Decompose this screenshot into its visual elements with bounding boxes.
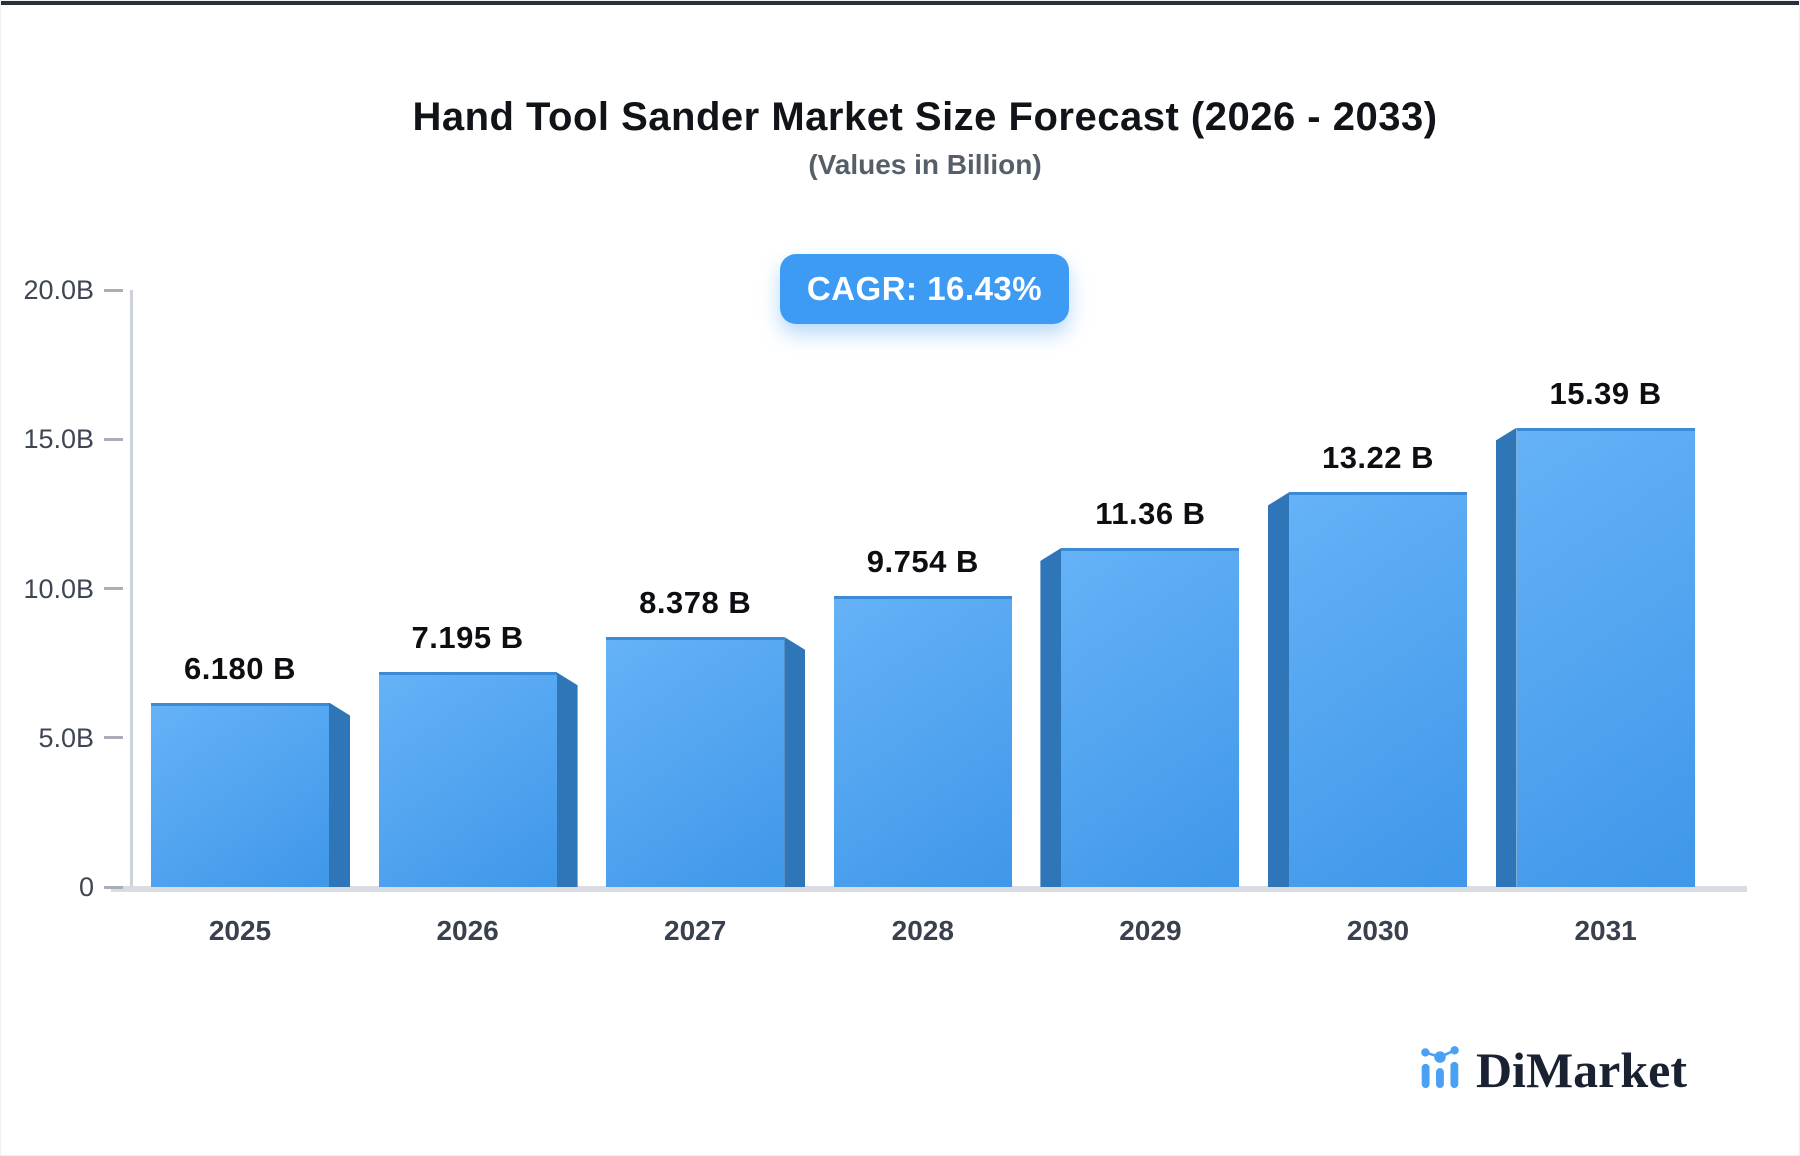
bar-2029-value-label: 11.36 B bbox=[1095, 495, 1206, 531]
y-tick-0 bbox=[104, 885, 123, 889]
y-tick-label-0: 0 bbox=[78, 872, 94, 902]
y-tick-label-10.0B: 10.0B bbox=[23, 573, 94, 604]
chart-title: Hand Tool Sander Market Size Forecast (2… bbox=[412, 95, 1438, 139]
y-tick-label-5.0B: 5.0B bbox=[38, 722, 94, 753]
x-axis-label-2027: 2027 bbox=[664, 915, 727, 946]
bar-2026-value-label: 7.195 B bbox=[411, 620, 524, 656]
x-axis-label-2031: 2031 bbox=[1574, 915, 1637, 946]
x-axis-label-2025: 2025 bbox=[208, 915, 272, 946]
bar-2031-face bbox=[1516, 427, 1695, 887]
y-tick-5.0B bbox=[104, 736, 123, 740]
bar-2027-side-3d bbox=[784, 636, 806, 887]
bar-2025-value-label: 6.180 B bbox=[183, 650, 297, 686]
chart-subtitle: (Values in Billion) bbox=[808, 149, 1042, 180]
bar-2029-face bbox=[1061, 547, 1240, 887]
x-axis-label-2030: 2030 bbox=[1346, 915, 1410, 946]
x-axis-label-2026: 2026 bbox=[436, 915, 499, 946]
bar-2029-side-3d bbox=[1040, 547, 1062, 887]
y-tick-15.0B bbox=[104, 437, 123, 441]
bar-2031-value-label: 15.39 B bbox=[1549, 375, 1662, 411]
window-top-edge bbox=[1, 1, 1799, 5]
y-tick-label-15.0B: 15.0B bbox=[23, 424, 94, 455]
bar-2025-side-3d bbox=[329, 702, 350, 887]
x-axis-label-2029: 2029 bbox=[1119, 915, 1182, 946]
cagr-badge-label: CAGR: 16.43% bbox=[806, 270, 1043, 307]
bar-2026-face bbox=[378, 672, 557, 887]
bar-2027-face bbox=[606, 636, 785, 887]
bar-2030-face bbox=[1289, 492, 1467, 887]
bar-2030-value-label: 13.22 B bbox=[1321, 440, 1435, 476]
brand-logo: DiMarket bbox=[1418, 1042, 1687, 1098]
y-tick-10.0B bbox=[104, 587, 123, 590]
bar-2031-side-3d bbox=[1495, 427, 1517, 887]
bar-2025-face bbox=[151, 702, 329, 887]
bar-2027-value-label: 8.378 B bbox=[639, 584, 752, 620]
bar-2030-side-3d bbox=[1268, 492, 1289, 887]
y-tick-label-20.0B: 20.0B bbox=[23, 275, 94, 305]
y-tick-20.0B bbox=[104, 288, 123, 292]
cagr-badge: CAGR: 16.43% bbox=[780, 254, 1069, 324]
bar-2028-face bbox=[833, 595, 1012, 887]
bar-2028-value-label: 9.754 B bbox=[866, 543, 979, 579]
brand-name: DiMarket bbox=[1475, 1042, 1687, 1098]
bar-2026-side-3d bbox=[556, 672, 578, 887]
dimarket-bars-icon bbox=[1418, 1043, 1462, 1094]
y-axis-line bbox=[130, 290, 133, 889]
x-axis-baseline bbox=[111, 886, 1747, 892]
x-axis-label-2028: 2028 bbox=[891, 915, 954, 946]
